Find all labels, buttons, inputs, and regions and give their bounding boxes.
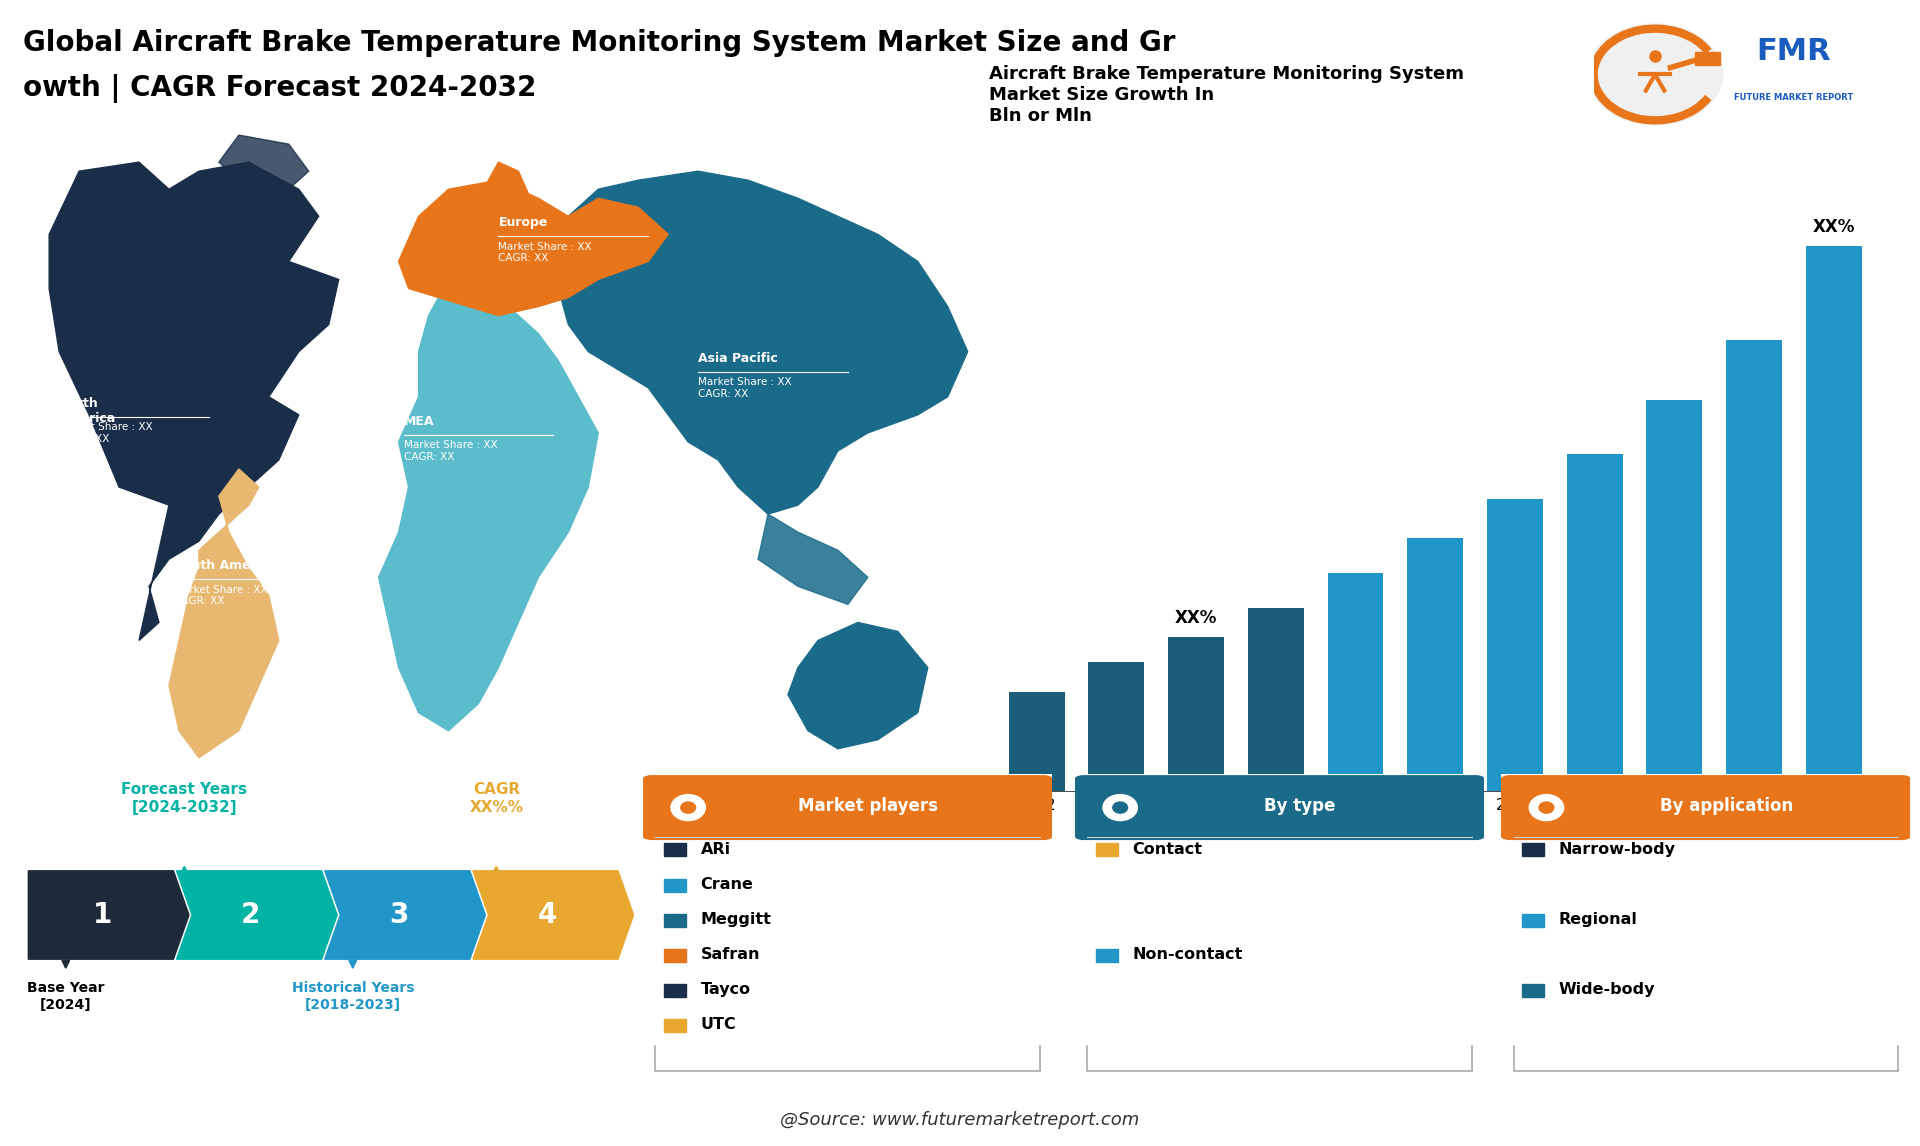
FancyBboxPatch shape [1071,772,1488,1084]
Text: Regional: Regional [1559,912,1638,927]
Bar [664,949,685,961]
Text: South America: South America [175,559,276,572]
Text: Wide-body: Wide-body [1559,982,1655,997]
Circle shape [670,794,705,821]
Polygon shape [549,171,968,515]
FancyBboxPatch shape [1073,775,1486,840]
Bar [1695,52,1720,65]
Text: ARi: ARi [701,842,732,857]
Text: XX%: XX% [1175,610,1217,627]
Text: Market Share : XX
CAGR: XX: Market Share : XX CAGR: XX [403,440,497,462]
Bar [1089,662,1144,791]
Bar [1248,607,1304,791]
Text: @Source: www.futuremarketreport.com: @Source: www.futuremarketreport.com [780,1110,1140,1129]
Circle shape [1114,802,1127,814]
Polygon shape [378,280,599,731]
Bar [664,1019,685,1031]
Circle shape [1540,802,1553,814]
Polygon shape [468,162,538,217]
Bar [1167,637,1223,791]
Circle shape [1588,24,1722,125]
Circle shape [1528,794,1563,821]
Text: 3: 3 [390,901,409,929]
Text: Global Aircraft Brake Temperature Monitoring System Market Size and Gr: Global Aircraft Brake Temperature Monito… [23,29,1175,56]
Polygon shape [787,622,927,748]
Text: By type: By type [1265,796,1336,815]
Polygon shape [29,871,188,959]
Text: Historical Years
[2018-2023]: Historical Years [2018-2023] [292,981,415,1012]
Text: Safran: Safran [701,947,760,961]
Bar [1567,454,1622,791]
Bar [1008,692,1064,791]
Text: FUTURE MARKET REPORT: FUTURE MARKET REPORT [1734,93,1853,102]
Text: Market Share : XX
CAGR: XX: Market Share : XX CAGR: XX [60,422,154,444]
Text: Meggitt: Meggitt [701,912,772,927]
Text: FMR: FMR [1757,37,1830,66]
Text: 4: 4 [538,901,557,929]
FancyBboxPatch shape [1498,772,1914,1084]
Polygon shape [50,162,338,641]
Bar [1523,983,1544,997]
Text: Contact: Contact [1133,842,1202,857]
Polygon shape [169,469,278,758]
Text: Asia Pacific: Asia Pacific [699,352,778,364]
Bar [664,843,685,856]
Circle shape [1102,794,1137,821]
Bar [664,983,685,997]
Text: Tayco: Tayco [701,982,751,997]
Text: Market Share : XX
CAGR: XX: Market Share : XX CAGR: XX [699,377,791,399]
Text: Narrow-body: Narrow-body [1559,842,1676,857]
Text: UTC: UTC [701,1018,735,1033]
FancyBboxPatch shape [1500,775,1912,840]
Text: Aircraft Brake Temperature Monitoring System
Market Size Growth In
Bln or Mln: Aircraft Brake Temperature Monitoring Sy… [989,65,1463,125]
Text: By application: By application [1659,796,1793,815]
Polygon shape [177,871,338,959]
Circle shape [682,802,695,814]
Text: Market Share : XX
CAGR: XX: Market Share : XX CAGR: XX [499,242,591,264]
Text: Base Year
[2024]: Base Year [2024] [27,981,104,1012]
Bar [1096,949,1117,961]
Bar [1726,340,1782,791]
Text: Non-contact: Non-contact [1133,947,1242,961]
Text: owth | CAGR Forecast 2024-2032: owth | CAGR Forecast 2024-2032 [23,74,536,103]
Text: XX%: XX% [1812,219,1855,236]
Bar [1407,539,1463,791]
Polygon shape [219,135,309,189]
FancyBboxPatch shape [641,775,1054,840]
Text: Forecast Years
[2024-2032]: Forecast Years [2024-2032] [121,783,248,815]
Text: 2: 2 [240,901,261,929]
Text: CAGR
XX%%: CAGR XX%% [468,783,524,815]
Bar [1807,246,1862,791]
Text: Europe: Europe [499,217,547,229]
Text: 1: 1 [92,901,111,929]
Bar [664,879,685,892]
Bar [1647,400,1703,791]
Text: North
America: North America [60,397,117,425]
Bar [664,913,685,927]
Text: MEA: MEA [403,415,434,427]
Polygon shape [399,180,668,315]
Bar [1486,499,1544,791]
FancyBboxPatch shape [639,772,1056,1084]
Polygon shape [324,871,486,959]
Text: Market players: Market players [799,796,939,815]
Bar [1327,573,1384,791]
Bar [1096,843,1117,856]
Text: Crane: Crane [701,877,753,892]
Polygon shape [472,871,634,959]
Polygon shape [758,515,868,604]
Bar [1523,913,1544,927]
Bar [1523,843,1544,856]
Text: Market Share : XX
CAGR: XX: Market Share : XX CAGR: XX [175,584,267,606]
